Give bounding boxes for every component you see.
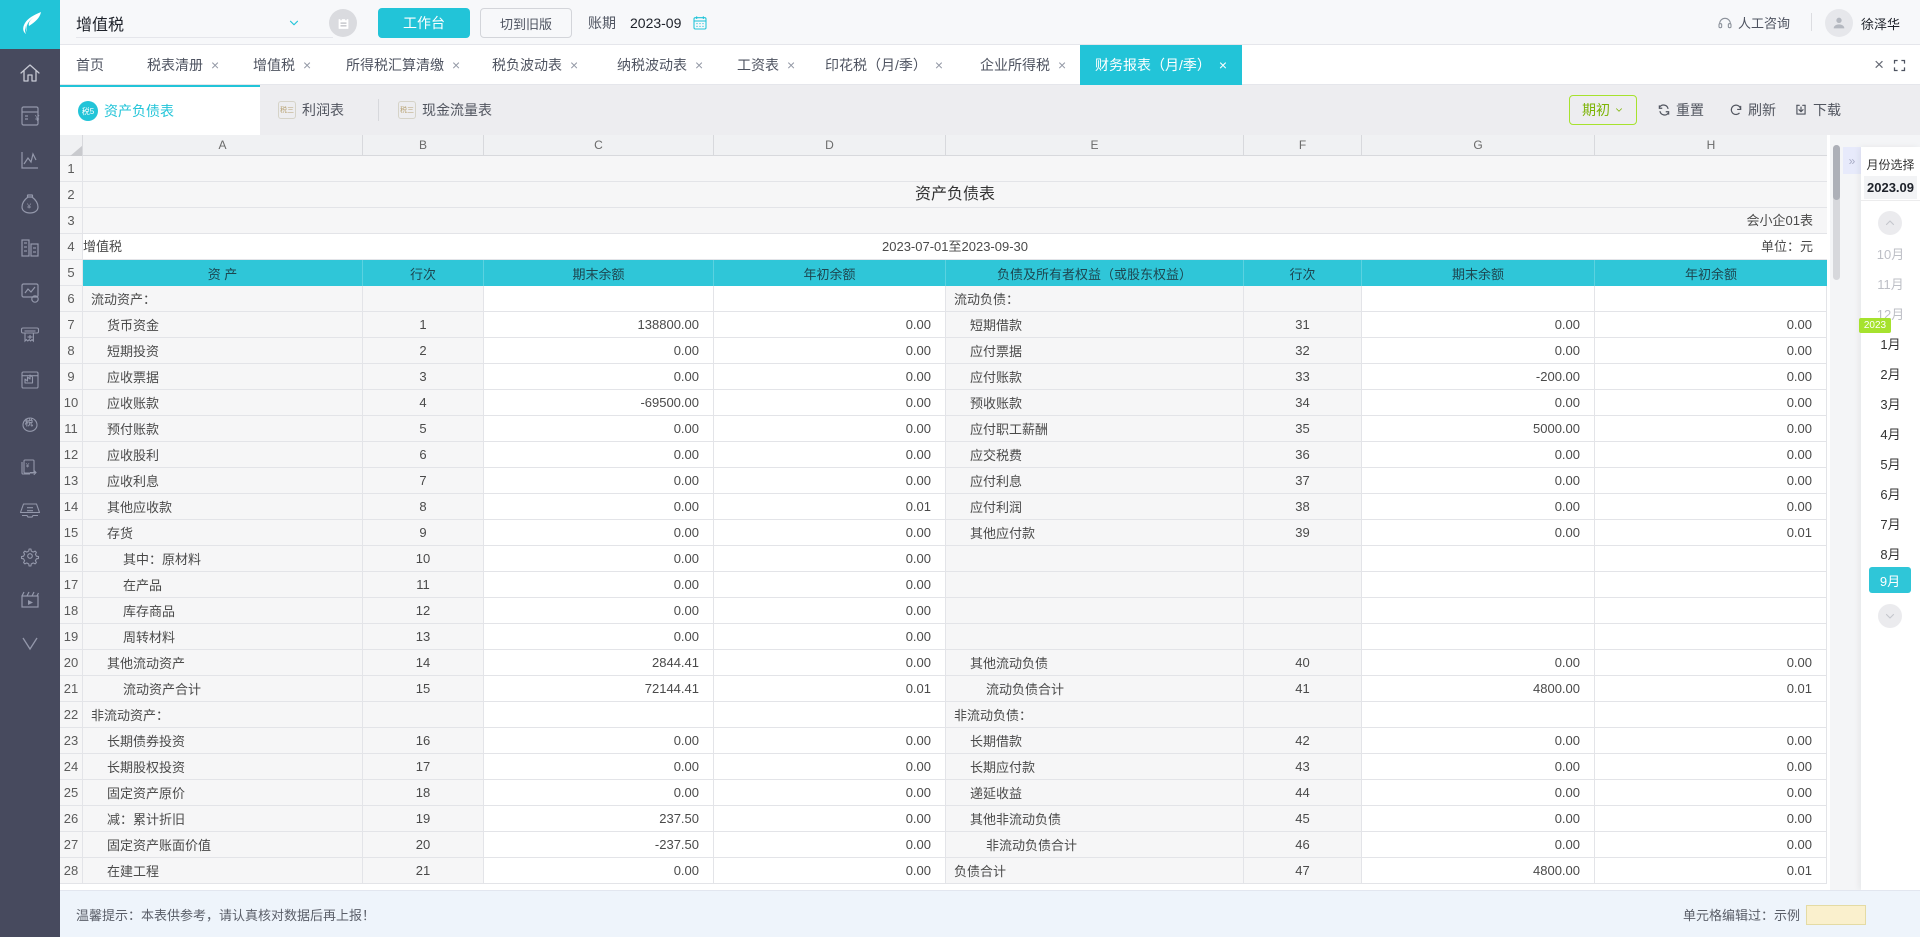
svg-text:¥: ¥ xyxy=(26,463,30,470)
svg-text:税: 税 xyxy=(25,418,34,428)
svg-text:¥: ¥ xyxy=(34,114,40,123)
svg-text:¥: ¥ xyxy=(27,202,32,211)
